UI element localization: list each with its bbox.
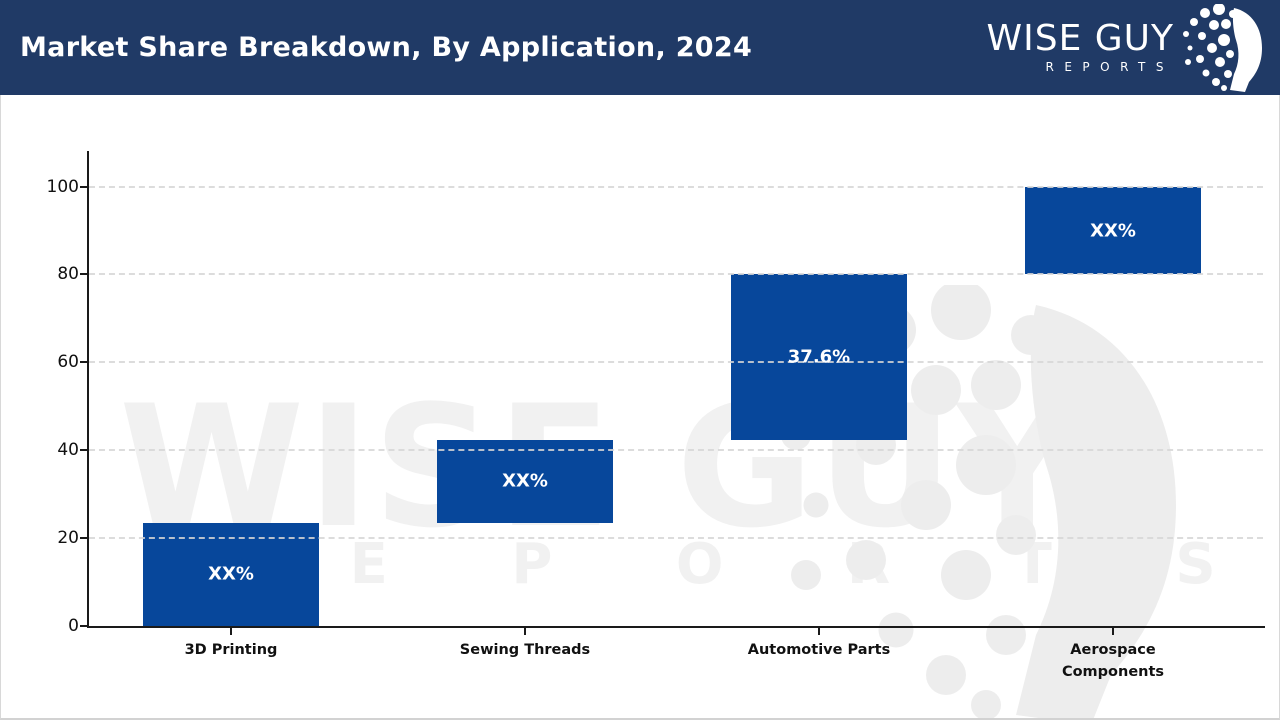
y-tick-label: 60 bbox=[57, 352, 79, 373]
y-tick-label: 100 bbox=[46, 176, 79, 197]
y-tick-label: 40 bbox=[57, 440, 79, 461]
brand-logo: WISE GUY REPORTS bbox=[986, 3, 1262, 92]
x-axis-line bbox=[87, 626, 1265, 628]
brand-subtitle: REPORTS bbox=[1045, 60, 1174, 74]
y-axis-line bbox=[87, 151, 89, 628]
chart-canvas: WISE GUY R E P O R T S 0 20 40 60 80 100 XX% 3D… bbox=[0, 95, 1280, 720]
gridline bbox=[89, 361, 1263, 364]
bar bbox=[143, 522, 319, 626]
gridline bbox=[89, 449, 1263, 452]
x-tick-mark bbox=[230, 628, 232, 635]
y-tick-label: 80 bbox=[57, 264, 79, 285]
x-tick-mark bbox=[1112, 628, 1114, 635]
bar-value-label: XX% bbox=[1090, 220, 1136, 242]
brand-name: WISE GUY bbox=[986, 18, 1174, 59]
x-tick-mark bbox=[524, 628, 526, 635]
brand-face-icon bbox=[1183, 3, 1262, 92]
y-tick-mark bbox=[80, 449, 87, 452]
page-title: Market Share Breakdown, By Application, … bbox=[20, 32, 753, 63]
header: Market Share Breakdown, By Application, … bbox=[0, 0, 1280, 95]
y-tick-mark bbox=[80, 273, 87, 276]
bar bbox=[437, 439, 613, 523]
x-category-label: Aerospace Components bbox=[1061, 642, 1165, 680]
watermark-subtext: R E P O R T S bbox=[183, 532, 1268, 597]
x-category-label: Sewing Threads bbox=[459, 642, 591, 658]
bar-value-label: XX% bbox=[502, 470, 548, 492]
bar-value-label: XX% bbox=[208, 563, 254, 585]
gridline bbox=[89, 185, 1263, 188]
y-tick-mark bbox=[80, 185, 87, 188]
y-tick-mark bbox=[80, 625, 87, 627]
x-category-label: 3D Printing bbox=[184, 642, 278, 658]
x-tick-mark bbox=[818, 628, 820, 635]
y-tick-mark bbox=[80, 361, 87, 364]
x-category-label: Automotive Parts bbox=[747, 642, 891, 658]
brand-logo-text: WISE GUY REPORTS bbox=[986, 18, 1175, 75]
gridline bbox=[89, 273, 1263, 276]
bar-value-label: 37.6% bbox=[787, 346, 851, 368]
y-tick-mark bbox=[80, 537, 87, 540]
bar bbox=[731, 274, 907, 440]
bar bbox=[1025, 186, 1201, 275]
y-tick-label: 20 bbox=[57, 528, 79, 549]
gridline bbox=[89, 537, 1263, 540]
y-tick-label: 0 bbox=[68, 616, 79, 636]
